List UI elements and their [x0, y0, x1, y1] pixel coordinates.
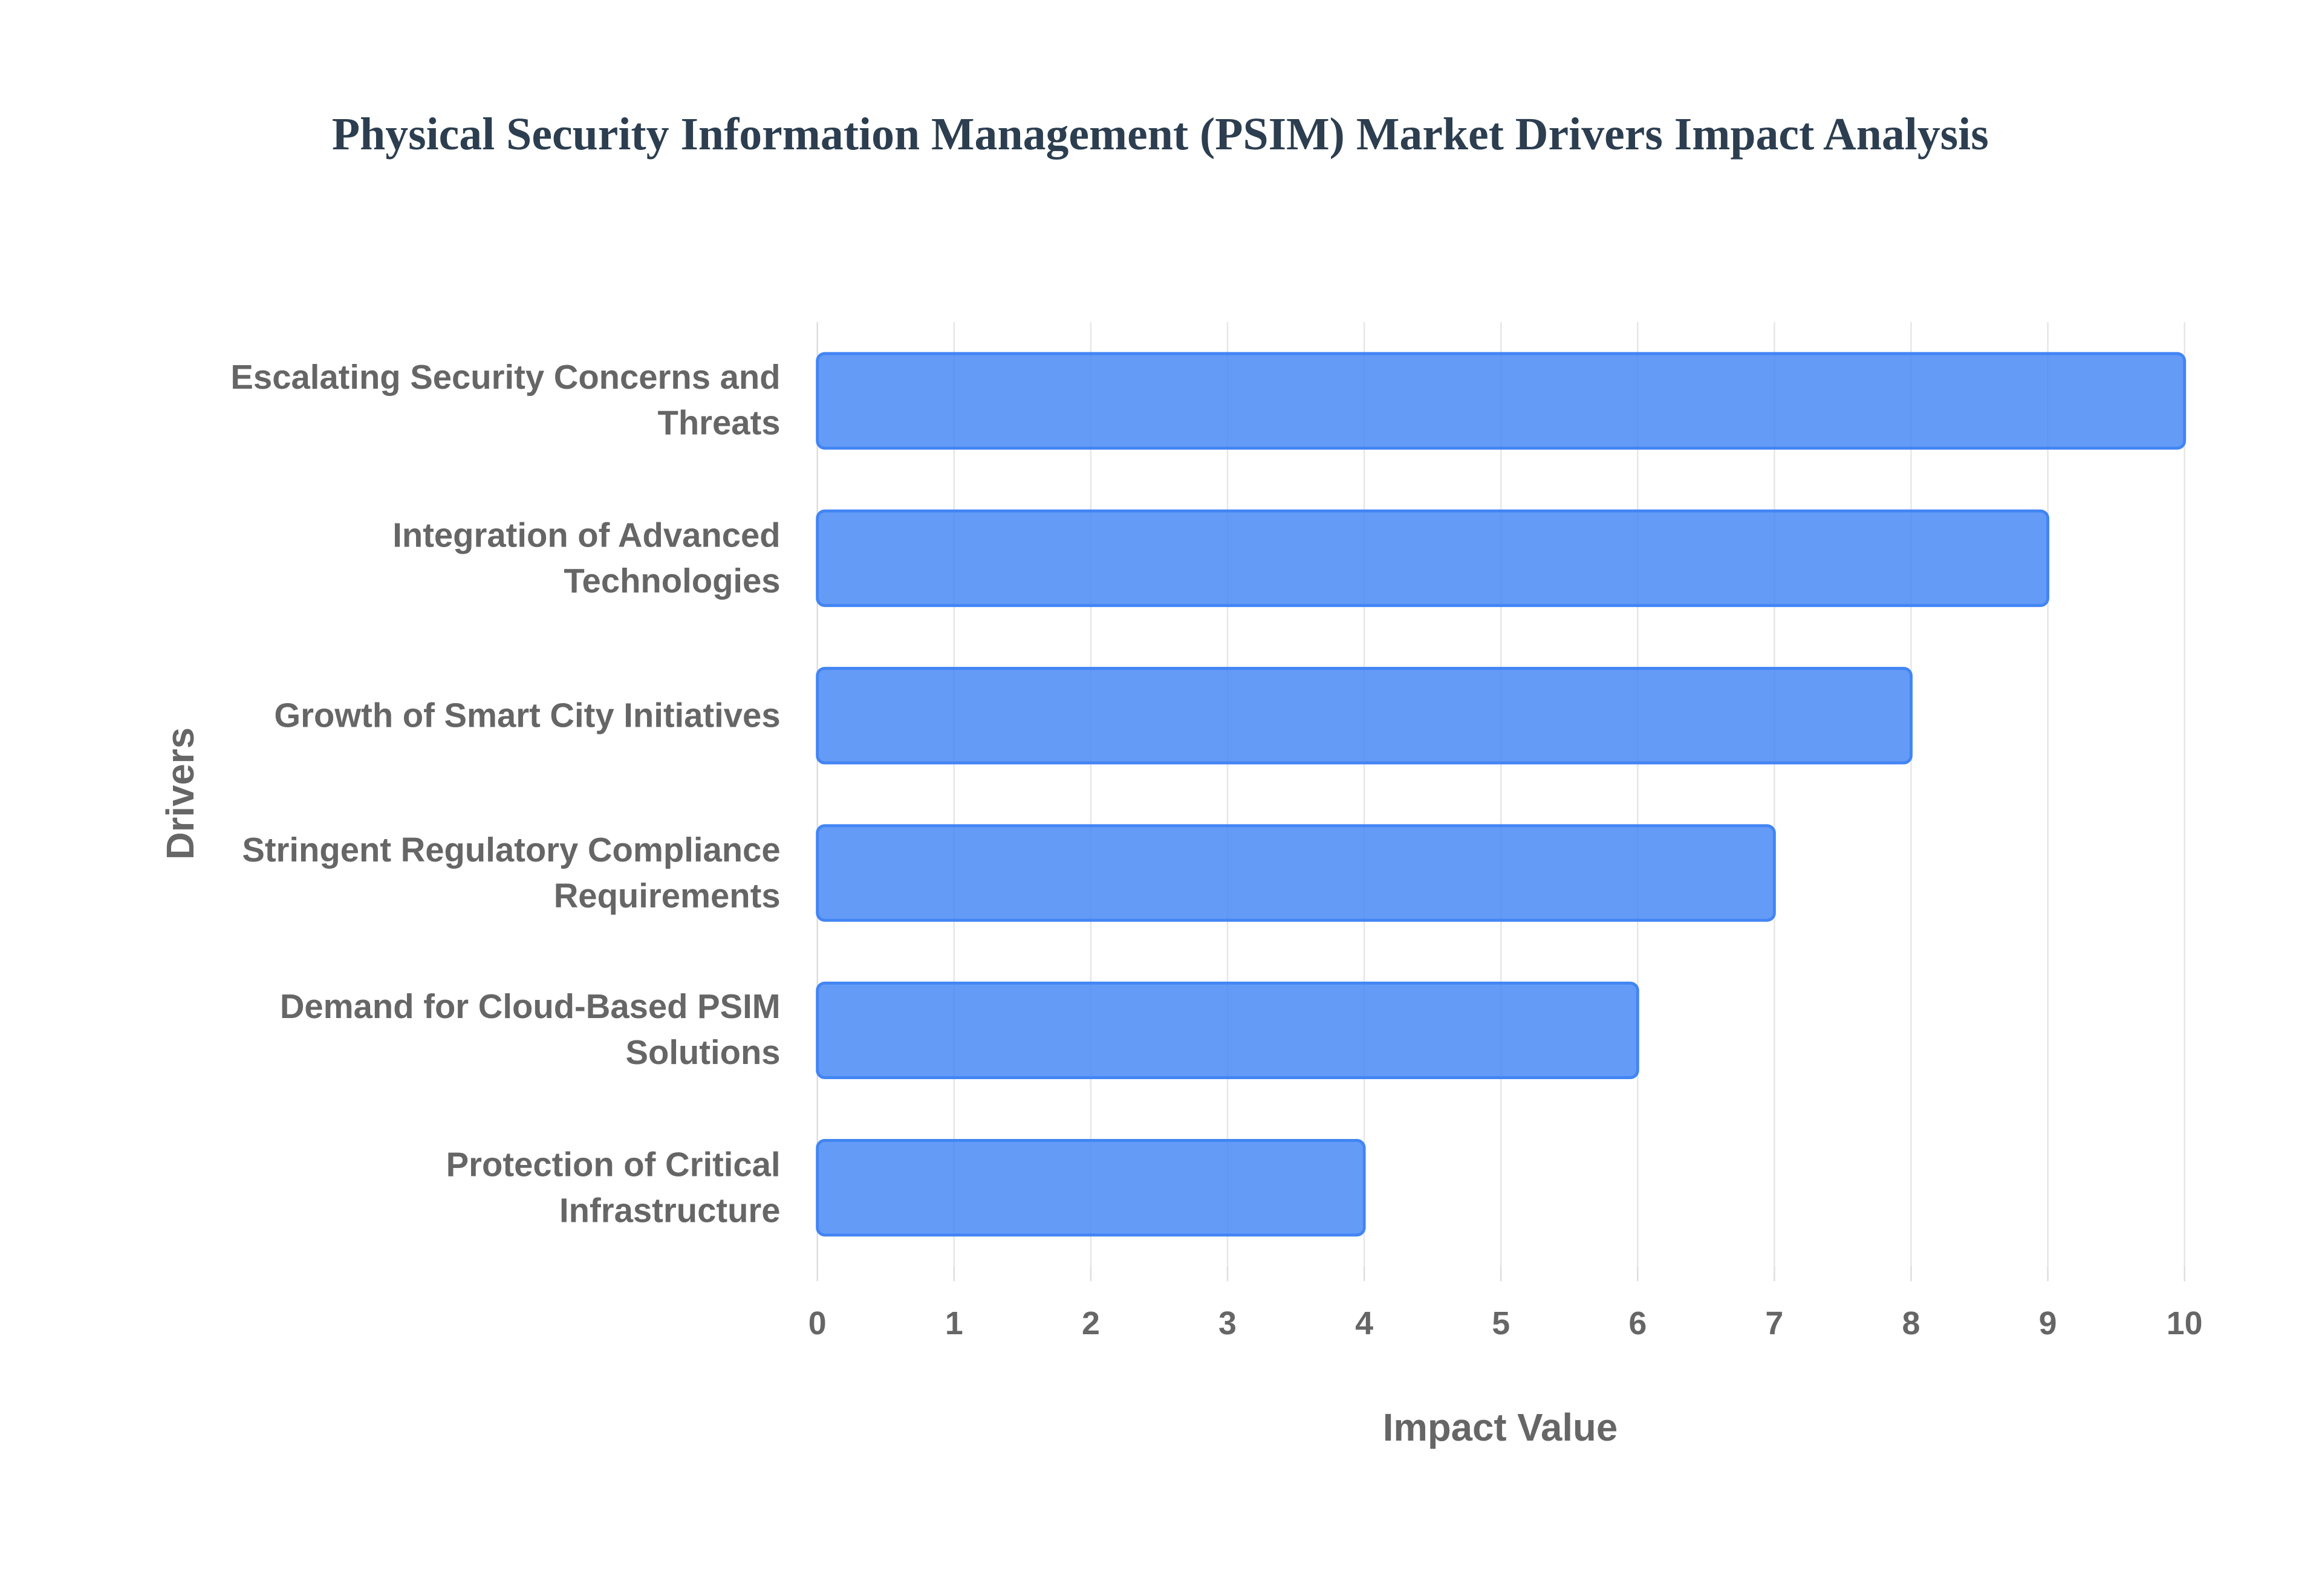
y-tick-label: Demand for Cloud-Based PSIM Solutions [279, 987, 781, 1072]
y-tick-label-box: Stringent Regulatory Compliance Requirem… [242, 830, 781, 915]
x-tick-label: 3 [1218, 1305, 1237, 1341]
bar [816, 352, 2187, 450]
y-tick-label-box: Growth of Smart City Initiatives [274, 695, 781, 735]
y-tick-label: Stringent Regulatory Compliance Requirem… [242, 830, 781, 915]
y-axis-title: Drivers [159, 727, 202, 860]
bar [816, 1139, 1366, 1237]
x-tick-label: 1 [945, 1305, 963, 1341]
bar [816, 509, 2050, 608]
y-tick-label: Protection of Critical Infrastructure [446, 1144, 781, 1230]
y-tick-label-box: Escalating Security Concerns and Threats [230, 358, 781, 443]
y-tick-label-box: Demand for Cloud-Based PSIM Solutions [279, 987, 781, 1072]
y-tick-label: Growth of Smart City Initiatives [274, 695, 781, 735]
bar [816, 667, 1913, 765]
x-tick-label: 6 [1628, 1305, 1647, 1341]
x-tick-label: 9 [2039, 1305, 2057, 1341]
x-tick-label: 0 [808, 1305, 827, 1341]
y-tick-label-box: Integration of Advanced Technologies [392, 515, 781, 600]
bar [816, 824, 1776, 922]
x-tick-label: 7 [1765, 1305, 1783, 1341]
y-tick-label: Integration of Advanced Technologies [392, 515, 781, 600]
x-tick-label: 5 [1492, 1305, 1510, 1341]
x-tick-label: 10 [2167, 1305, 2203, 1341]
chart-title: Physical Security Information Management… [332, 109, 1989, 160]
x-axis-title: Impact Value [1383, 1406, 1618, 1449]
y-tick-label: Escalating Security Concerns and Threats [230, 358, 781, 443]
x-tick-label: 8 [1902, 1305, 1920, 1341]
x-tick-label: 2 [1082, 1305, 1100, 1341]
x-tick-label: 4 [1355, 1305, 1373, 1341]
bar [816, 981, 1639, 1080]
y-tick-label-box: Protection of Critical Infrastructure [446, 1144, 781, 1230]
grid [816, 322, 2185, 1267]
